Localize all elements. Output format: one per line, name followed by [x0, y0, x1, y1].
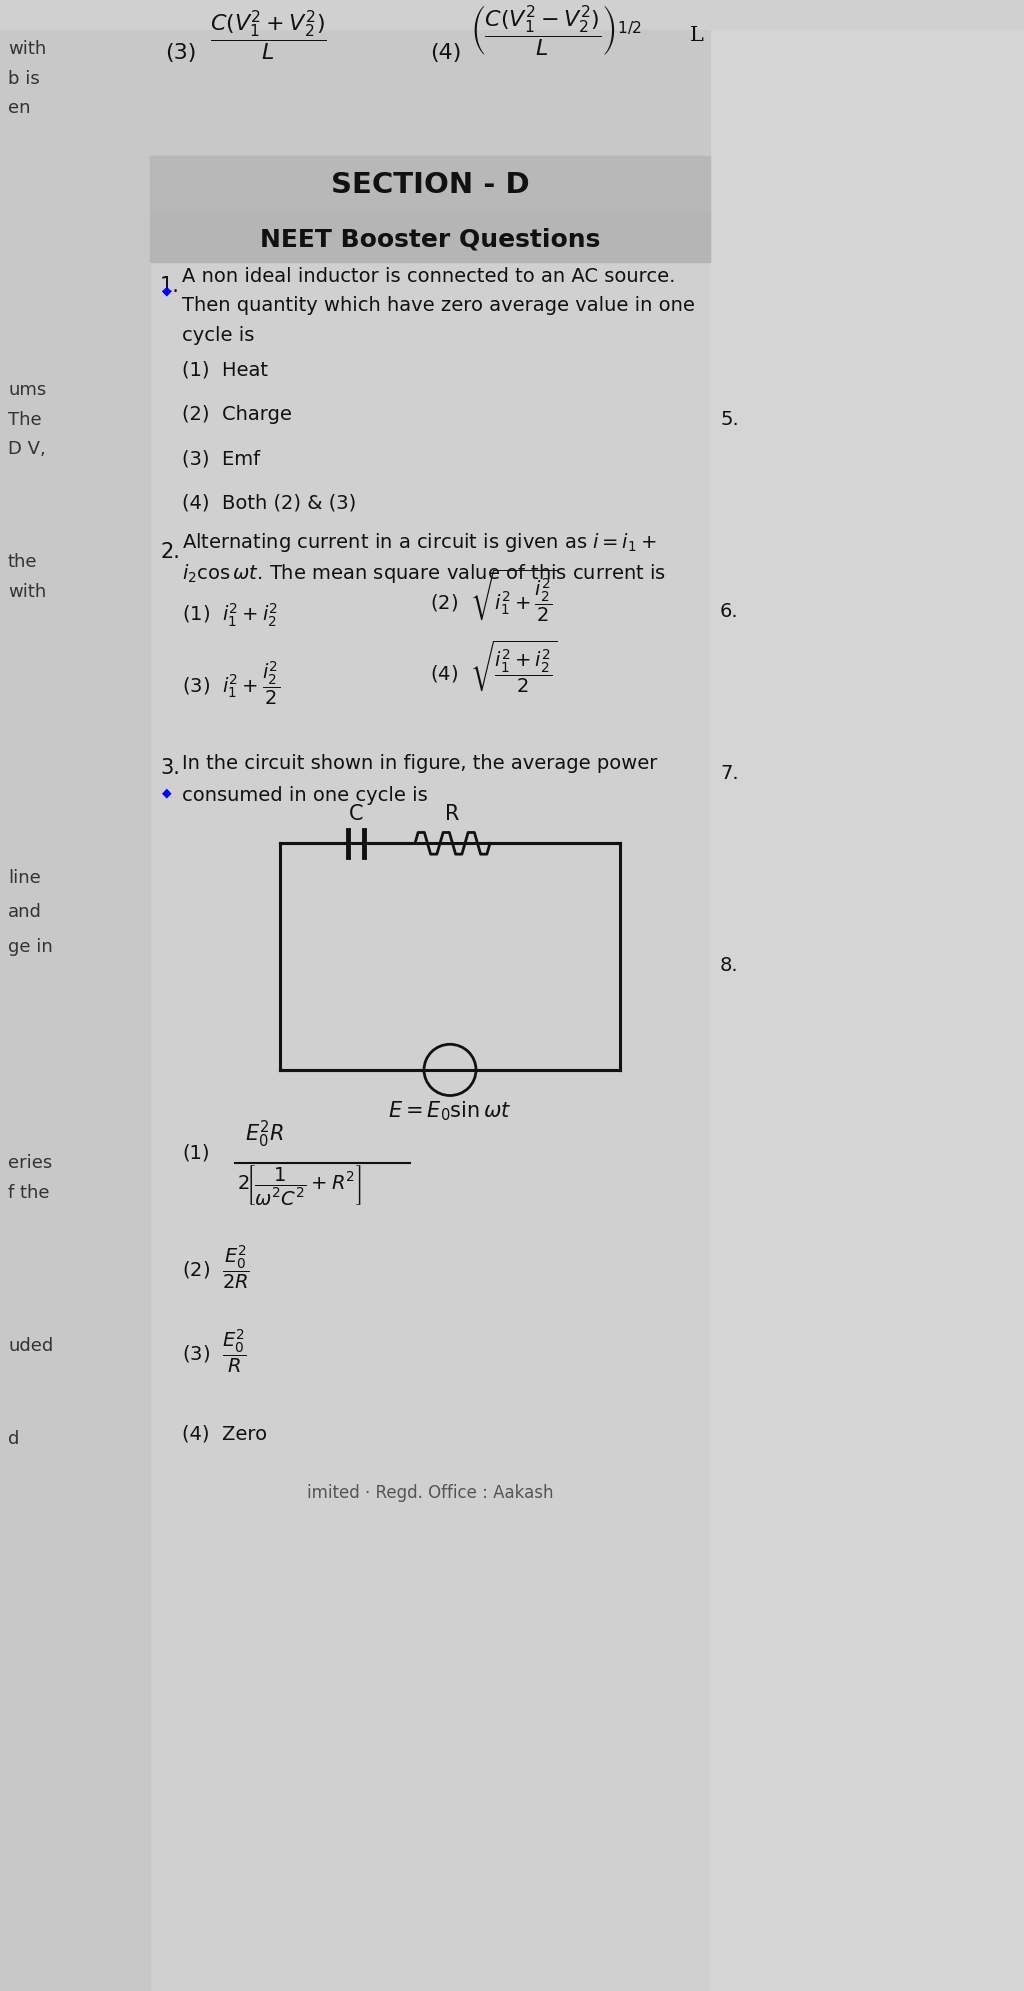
- Text: $E = E_0 \sin \omega t$: $E = E_0 \sin \omega t$: [388, 1099, 512, 1123]
- Text: (1): (1): [182, 1143, 210, 1163]
- Text: cycle is: cycle is: [182, 327, 254, 344]
- Text: 6.: 6.: [720, 601, 738, 621]
- Text: In the circuit shown in figure, the average power: In the circuit shown in figure, the aver…: [182, 755, 657, 773]
- Text: eries: eries: [8, 1155, 52, 1173]
- Text: $\left(\dfrac{C(V_1^2-V_2^2)}{L}\right)^{1/2}$: $\left(\dfrac{C(V_1^2-V_2^2)}{L}\right)^…: [470, 2, 642, 56]
- Text: with: with: [8, 583, 46, 601]
- Text: 5.: 5.: [720, 410, 738, 428]
- Text: $\dfrac{C(V_1^2+V_2^2)}{L}$: $\dfrac{C(V_1^2+V_2^2)}{L}$: [210, 10, 327, 64]
- Text: (3)  Emf: (3) Emf: [182, 450, 260, 468]
- Text: (3)  $i_1^2+\dfrac{i_2^2}{2}$: (3) $i_1^2+\dfrac{i_2^2}{2}$: [182, 659, 281, 707]
- Text: 1.: 1.: [160, 275, 180, 295]
- Text: consumed in one cycle is: consumed in one cycle is: [182, 786, 428, 804]
- Text: (4): (4): [430, 44, 462, 64]
- Bar: [0, 30, 150, 1991]
- Text: Alternating current in a circuit is given as $i = i_1 +$: Alternating current in a circuit is give…: [182, 532, 656, 553]
- Text: SECTION - D: SECTION - D: [331, 171, 529, 199]
- Text: $2\!\left[\dfrac{1}{\omega^2C^2}+R^2\right]$: $2\!\left[\dfrac{1}{\omega^2C^2}+R^2\rig…: [237, 1163, 361, 1207]
- Text: (3): (3): [165, 44, 197, 64]
- Text: with: with: [8, 40, 46, 58]
- Text: $E_0^2R$: $E_0^2R$: [245, 1119, 284, 1149]
- Text: 2.: 2.: [160, 542, 180, 561]
- Bar: [710, 30, 1024, 1991]
- Text: C: C: [349, 804, 364, 824]
- Text: $i_2 \cos \omega t$. The mean square value of this current is: $i_2 \cos \omega t$. The mean square val…: [182, 561, 667, 585]
- Text: b is: b is: [8, 70, 40, 88]
- Text: Then quantity which have zero average value in one: Then quantity which have zero average va…: [182, 297, 695, 315]
- Text: 8.: 8.: [720, 956, 738, 976]
- Text: d: d: [8, 1430, 19, 1447]
- Text: L: L: [690, 26, 703, 46]
- Text: (1)  $i_1^2 + i_2^2$: (1) $i_1^2 + i_2^2$: [182, 601, 279, 629]
- Text: 7.: 7.: [720, 765, 738, 782]
- Text: ◆: ◆: [162, 786, 172, 798]
- Bar: [150, 155, 710, 213]
- Text: line: line: [8, 868, 41, 886]
- Text: en: en: [8, 100, 31, 117]
- Text: NEET Booster Questions: NEET Booster Questions: [260, 227, 600, 251]
- Text: 3.: 3.: [160, 759, 180, 778]
- Text: and: and: [8, 904, 42, 922]
- Text: (4)  Both (2) & (3): (4) Both (2) & (3): [182, 494, 356, 512]
- Text: (3)  $\dfrac{E_0^2}{R}$: (3) $\dfrac{E_0^2}{R}$: [182, 1328, 247, 1374]
- Text: A non ideal inductor is connected to an AC source.: A non ideal inductor is connected to an …: [182, 267, 676, 287]
- Text: (4)  $\sqrt{\dfrac{i_1^2+i_2^2}{2}}$: (4) $\sqrt{\dfrac{i_1^2+i_2^2}{2}}$: [430, 639, 558, 695]
- Text: (4)  Zero: (4) Zero: [182, 1424, 267, 1443]
- Text: D V,: D V,: [8, 440, 46, 458]
- Text: imited · Regd. Office : Aakash: imited · Regd. Office : Aakash: [307, 1485, 553, 1503]
- Text: ◆: ◆: [162, 285, 172, 297]
- Text: ums: ums: [8, 380, 46, 398]
- Bar: [150, 213, 710, 263]
- Text: f the: f the: [8, 1185, 49, 1203]
- Text: uded: uded: [8, 1336, 53, 1354]
- Text: (1)  Heat: (1) Heat: [182, 360, 268, 380]
- Text: The: The: [8, 410, 42, 428]
- Text: (2)  Charge: (2) Charge: [182, 404, 292, 424]
- Text: the: the: [8, 553, 38, 571]
- Text: (2)  $\sqrt{i_1^2+\dfrac{i_2^2}{2}}$: (2) $\sqrt{i_1^2+\dfrac{i_2^2}{2}}$: [430, 567, 558, 623]
- Text: R: R: [444, 804, 459, 824]
- Text: ge in: ge in: [8, 938, 53, 956]
- Text: (2)  $\dfrac{E_0^2}{2R}$: (2) $\dfrac{E_0^2}{2R}$: [182, 1244, 250, 1290]
- Bar: [150, 30, 710, 157]
